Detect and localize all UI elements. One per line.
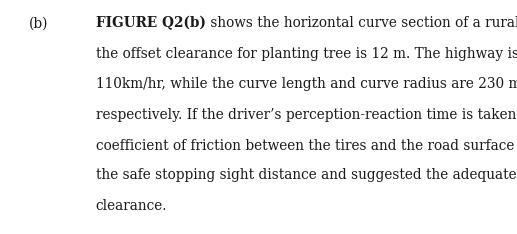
Text: the offset clearance for planting tree is 12 m. The highway is designed for: the offset clearance for planting tree i… bbox=[96, 47, 517, 61]
Text: the safe stopping sight distance and suggested the adequate of minimum offset: the safe stopping sight distance and sug… bbox=[96, 168, 517, 183]
Text: FIGURE Q2(b): FIGURE Q2(b) bbox=[96, 16, 206, 31]
Text: respectively. If the driver’s perception-reaction time is taken as 2.5 s and the: respectively. If the driver’s perception… bbox=[96, 108, 517, 122]
Text: clearance.: clearance. bbox=[96, 199, 167, 213]
Text: 110km/hr, while the curve length and curve radius are 230 m and 500 m,: 110km/hr, while the curve length and cur… bbox=[96, 77, 517, 91]
Text: shows the horizontal curve section of a rural highway with: shows the horizontal curve section of a … bbox=[206, 16, 517, 30]
Text: (b): (b) bbox=[28, 16, 48, 30]
Text: coefficient of friction between the tires and the road surface as 0.28, calculat: coefficient of friction between the tire… bbox=[96, 138, 517, 152]
